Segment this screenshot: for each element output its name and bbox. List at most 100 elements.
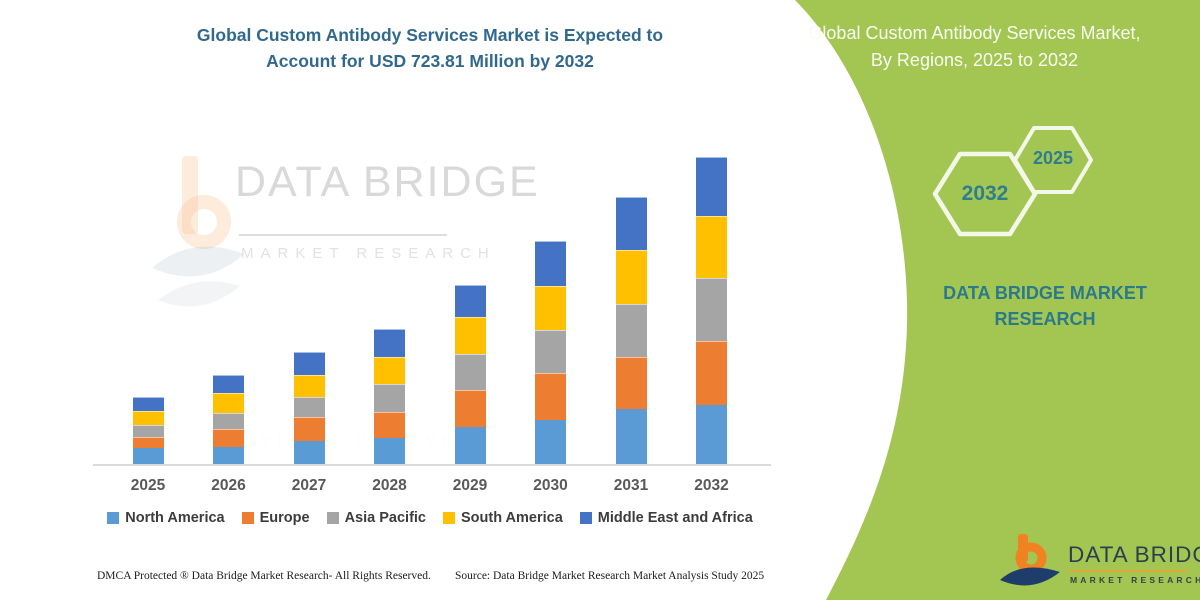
watermark: DATA BRIDGE MARKET RESEARCH DATA BRIDGE … — [140, 148, 540, 528]
databridge-logo-icon — [1000, 534, 1060, 586]
hexagon-2025-icon — [1013, 126, 1093, 194]
bar-segment-2026-north-america — [213, 447, 244, 464]
chart-title-line1: Global Custom Antibody Services Market i… — [196, 25, 664, 45]
x-axis-label-2027: 2027 — [291, 477, 327, 494]
legend-label: Middle East and Africa — [597, 510, 753, 526]
watermark-logo-icon — [152, 156, 244, 307]
logo-sub: MARKET RESEARCH — [1070, 575, 1200, 585]
legend-label: Asia Pacific — [344, 510, 426, 526]
stacked-bar-2031 — [615, 197, 647, 464]
brand-text-line1: DATA BRIDGE MARKET — [943, 283, 1147, 303]
x-axis-label-2031: 2031 — [613, 477, 649, 494]
bar-segment-2027-europe — [293, 417, 325, 441]
bar-segment-2026-south-america — [213, 393, 244, 413]
watermark-sub: MARKET RESEARCH — [241, 245, 496, 262]
bar-segment-2027-south-america — [293, 375, 325, 397]
hexagon-2025-label: 2025 — [1032, 148, 1074, 168]
bar-segment-2030-middle-east-and-africa — [535, 241, 566, 286]
side-panel-brand-text: DATA BRIDGE MARKET RESEARCH — [930, 280, 1160, 332]
bar-segment-2025-south-america — [132, 411, 164, 425]
bar-segment-2032-middle-east-and-africa — [696, 157, 727, 216]
green-panel-shape — [795, 0, 1200, 600]
chart-title: Global Custom Antibody Services Market i… — [90, 22, 770, 74]
bar-segment-2030-europe — [535, 373, 566, 420]
side-panel-title: Global Custom Antibody Services Market, … — [808, 23, 1141, 70]
x-axis-label-2030: 2030 — [533, 477, 568, 494]
x-axis-label-2026: 2026 — [211, 477, 246, 494]
bar-segment-2027-north-america — [293, 441, 325, 464]
chart-legend: North America Europe Asia Pacific South Ame… — [90, 510, 770, 526]
footer-source: Source: Data Bridge Market Research Mark… — [455, 570, 765, 582]
databridge-logo: DATA BRIDGE MARKET RESEARCH — [998, 532, 1200, 594]
legend-swatch-icon — [579, 512, 592, 524]
bar-segment-2025-asia-pacific — [132, 425, 164, 437]
x-axis-labels: 2025 2026 2027 2028 2029 2030 2031 2032 — [93, 477, 773, 499]
bar-segment-2029-middle-east-and-africa — [454, 285, 486, 317]
bar-segment-2027-asia-pacific — [293, 397, 325, 417]
x-axis-label-2032: 2032 — [694, 477, 729, 494]
legend-label: South America — [461, 510, 563, 526]
bar-segment-2029-asia-pacific — [454, 354, 486, 390]
bar-segment-2028-asia-pacific — [374, 384, 405, 412]
bar-segment-2027-middle-east-and-africa — [293, 352, 325, 375]
stacked-bar-2028 — [374, 329, 405, 464]
bar-segment-2029-south-america — [454, 317, 486, 354]
bar-segment-2032-north-america — [696, 405, 727, 464]
stacked-bar-2029 — [454, 285, 486, 464]
legend-swatch-icon — [443, 512, 455, 524]
legend-item-south-america: South America — [443, 510, 563, 526]
logo-name: DATA BRIDGE — [1068, 542, 1200, 567]
bar-segment-2032-asia-pacific — [696, 278, 727, 341]
bar-segment-2028-north-america — [374, 438, 405, 464]
bar-segment-2032-south-america — [696, 216, 727, 278]
legend-swatch-icon — [241, 512, 254, 524]
bar-segment-2026-middle-east-and-africa — [213, 375, 244, 393]
stacked-bar-2030 — [535, 241, 566, 464]
x-axis-label-2029: 2029 — [452, 477, 488, 494]
stacked-bar-2032 — [696, 157, 727, 464]
bar-segment-2025-europe — [132, 437, 164, 448]
bar-segment-2030-south-america — [535, 286, 566, 330]
bar-segment-2031-asia-pacific — [615, 304, 647, 357]
bar-segment-2025-middle-east-and-africa — [132, 397, 164, 411]
bar-segment-2030-north-america — [535, 420, 566, 464]
brand-text-line2: RESEARCH — [994, 309, 1096, 329]
bar-segment-2032-europe — [696, 341, 727, 405]
bar-segment-2031-middle-east-and-africa — [615, 197, 647, 250]
x-axis-line — [93, 464, 771, 466]
stacked-bar-2026 — [213, 375, 244, 464]
bar-segment-2029-north-america — [454, 427, 486, 464]
stacked-bar-2025 — [132, 397, 164, 464]
logo-rule — [1069, 570, 1187, 572]
legend-swatch-icon — [326, 512, 339, 524]
legend-item-asia-pacific: Asia Pacific — [326, 510, 426, 526]
bar-segment-2028-europe — [374, 412, 405, 438]
bar-segment-2028-south-america — [374, 357, 405, 384]
bar-segment-2026-asia-pacific — [213, 413, 244, 429]
chart-title-line2: Account for USD 723.81 Million by 2032 — [266, 51, 594, 71]
bar-segment-2031-europe — [615, 357, 647, 409]
bar-segment-2030-asia-pacific — [535, 330, 566, 373]
bar-segment-2026-europe — [213, 429, 244, 447]
x-axis-label-2025: 2025 — [130, 477, 166, 494]
watermark-name: DATA BRIDGE — [235, 158, 540, 206]
hexagon-2032-label: 2032 — [961, 182, 1009, 205]
stacked-bar-2027 — [293, 352, 325, 464]
bar-segment-2029-europe — [454, 390, 486, 427]
bar-segment-2028-middle-east-and-africa — [374, 329, 405, 357]
bar-segment-2031-north-america — [615, 409, 647, 464]
bar-segment-2031-south-america — [615, 250, 647, 304]
x-axis-label-2028: 2028 — [372, 477, 407, 494]
legend-item-europe: Europe — [241, 510, 310, 526]
legend-item-middle-east-and-africa: Middle East and Africa — [579, 510, 753, 526]
legend-swatch-icon — [107, 512, 120, 524]
bar-chart — [93, 140, 773, 466]
watermark-rule — [239, 234, 447, 236]
legend-item-north-america: North America — [107, 510, 225, 526]
footer-dmca: DMCA Protected ® Data Bridge Market Rese… — [97, 570, 431, 582]
legend-label: North America — [125, 510, 225, 526]
legend-label: Europe — [259, 510, 310, 526]
bar-segment-2025-north-america — [132, 448, 164, 464]
